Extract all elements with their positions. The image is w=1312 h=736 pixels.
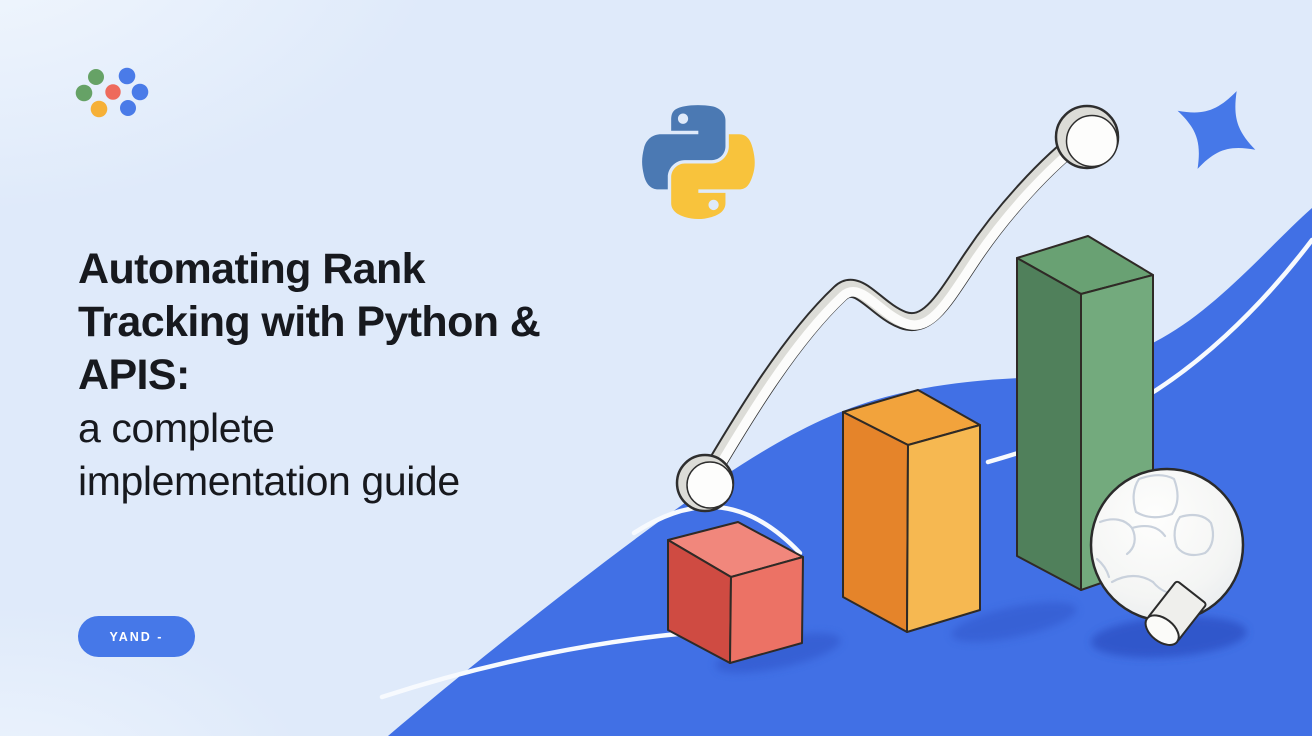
orange-bar-illustration	[842, 389, 981, 633]
brand-logo-icon	[75, 67, 149, 118]
subtitle-line-2: implementation guide	[78, 458, 460, 504]
hero-copy: Automating Rank Tracking with Python & A…	[78, 243, 658, 508]
red-cube-illustration	[667, 521, 804, 664]
cta-label: YAND -	[109, 629, 164, 644]
page-subtitle: a complete implementation guide	[78, 402, 658, 508]
globe-illustration	[1089, 467, 1245, 646]
chart-start-point	[675, 453, 735, 513]
chart-end-point	[1054, 104, 1120, 170]
title-line-3: APIS:	[78, 351, 190, 399]
globe-continent-lines	[1095, 474, 1215, 596]
line-chart-illustration	[675, 104, 1120, 513]
title-line-2: Tracking with Python &	[78, 298, 541, 346]
subtitle-line-1: a complete	[78, 405, 275, 451]
sparkle-star-icon	[1177, 91, 1256, 169]
globe-handle-stub	[1144, 580, 1207, 646]
page-title: Automating Rank Tracking with Python & A…	[78, 243, 658, 402]
cta-button[interactable]: YAND -	[78, 616, 195, 657]
title-line-1: Automating Rank	[78, 245, 426, 293]
python-logo-icon	[642, 105, 755, 220]
